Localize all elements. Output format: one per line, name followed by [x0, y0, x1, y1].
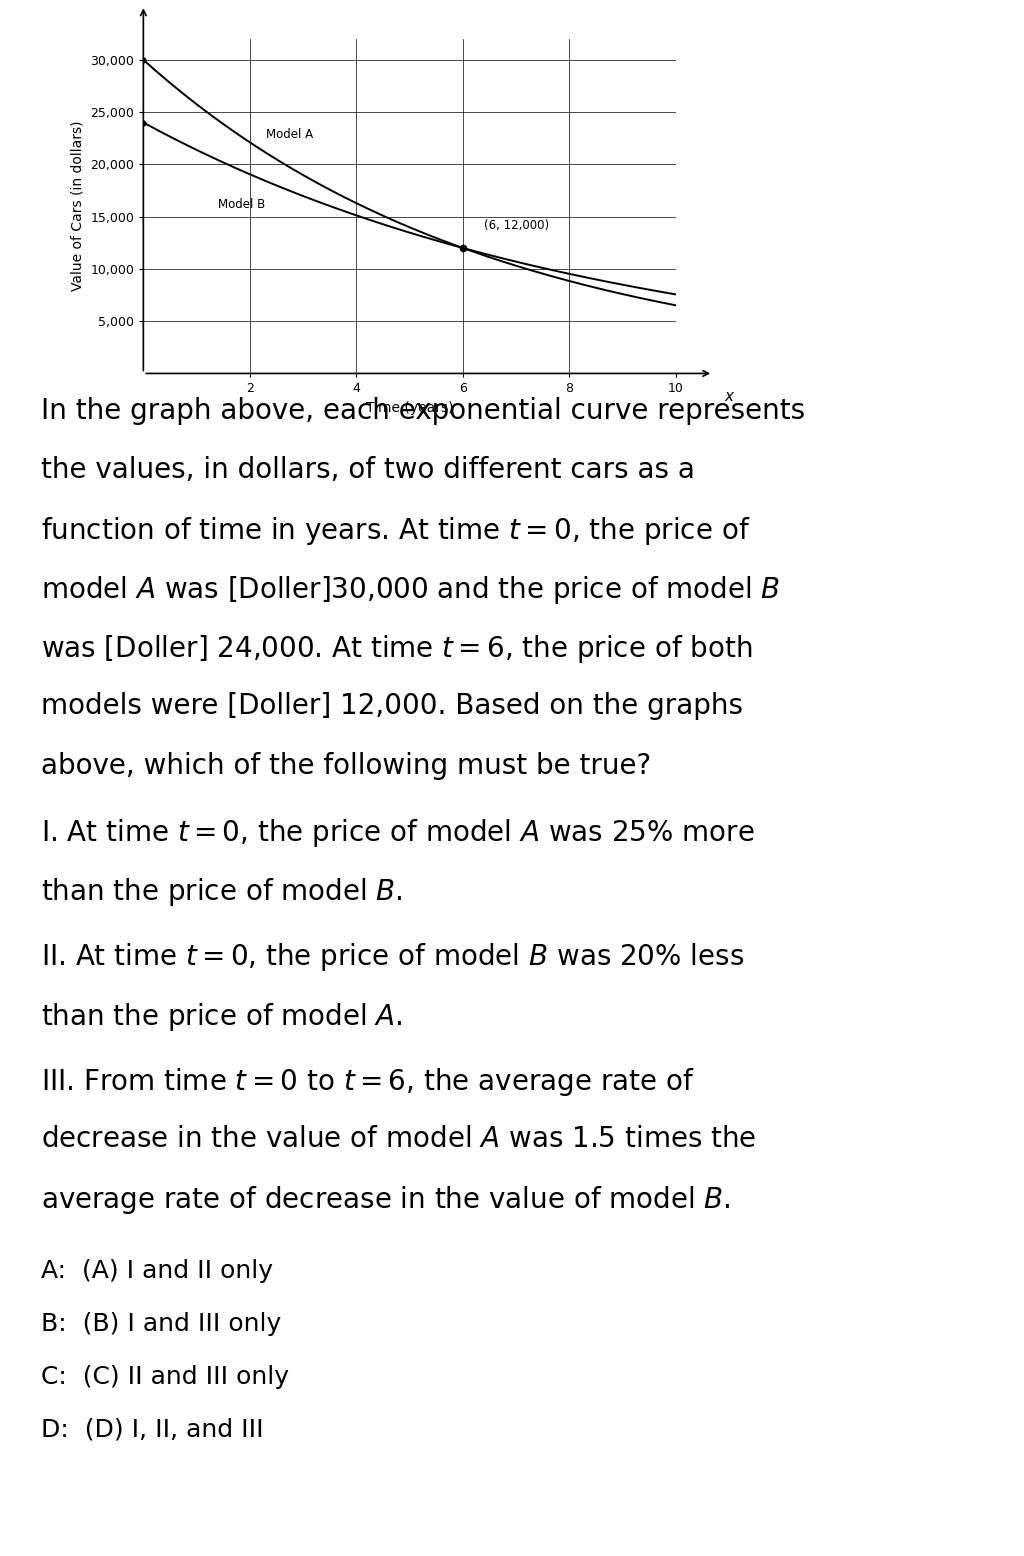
Text: models were [Doller] 12,000. Based on the graphs: models were [Doller] 12,000. Based on th… — [41, 692, 743, 720]
Text: Model A: Model A — [266, 128, 313, 142]
Text: above, which of the following must be true?: above, which of the following must be tr… — [41, 752, 651, 780]
Text: $x$: $x$ — [724, 389, 735, 405]
Text: average rate of decrease in the value of model $B$.: average rate of decrease in the value of… — [41, 1184, 731, 1217]
Text: II. At time $t = 0$, the price of model $B$ was $20\%$ less: II. At time $t = 0$, the price of model … — [41, 941, 744, 974]
Text: than the price of model $B$.: than the price of model $B$. — [41, 876, 402, 909]
X-axis label: Time (years): Time (years) — [366, 401, 454, 415]
Text: was [Doller] 24,000. At time $t = 6$, the price of both: was [Doller] 24,000. At time $t = 6$, th… — [41, 633, 753, 666]
Text: Model B: Model B — [218, 198, 265, 212]
Text: function of time in years. At time $t = 0$, the price of: function of time in years. At time $t = … — [41, 515, 751, 548]
Text: B:  (B) I and III only: B: (B) I and III only — [41, 1312, 282, 1335]
Text: A:  (A) I and II only: A: (A) I and II only — [41, 1259, 273, 1282]
Text: than the price of model $A$.: than the price of model $A$. — [41, 1001, 402, 1033]
Text: I. At time $t = 0$, the price of model $A$ was $25\%$ more: I. At time $t = 0$, the price of model $… — [41, 817, 755, 850]
Text: decrease in the value of model $A$ was 1.5 times the: decrease in the value of model $A$ was 1… — [41, 1125, 757, 1153]
Text: III. From time $t = 0$ to $t = 6$, the average rate of: III. From time $t = 0$ to $t = 6$, the a… — [41, 1066, 694, 1099]
Text: C:  (C) II and III only: C: (C) II and III only — [41, 1365, 289, 1388]
Text: (6, 12,000): (6, 12,000) — [484, 219, 549, 232]
Text: the values, in dollars, of two different cars as a: the values, in dollars, of two different… — [41, 456, 695, 484]
Text: In the graph above, each exponential curve represents: In the graph above, each exponential cur… — [41, 397, 805, 425]
Text: model $A$ was [Doller]30,000 and the price of model $B$: model $A$ was [Doller]30,000 and the pri… — [41, 574, 780, 607]
Y-axis label: Value of Cars (in dollars): Value of Cars (in dollars) — [71, 121, 85, 291]
Text: D:  (D) I, II, and III: D: (D) I, II, and III — [41, 1418, 263, 1441]
